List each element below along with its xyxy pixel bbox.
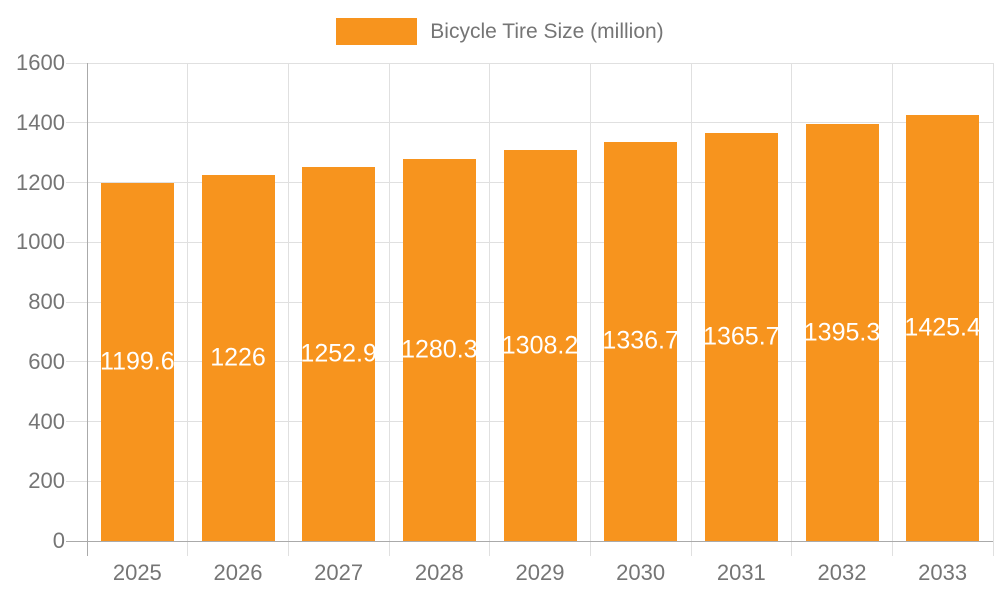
y-tick-label: 200 — [28, 468, 65, 494]
x-tick-label: 2031 — [716, 560, 766, 585]
bar-value-label: 1425.4 — [904, 313, 981, 342]
v-gridline — [690, 63, 692, 556]
legend-label: Bicycle Tire Size (million) — [430, 20, 664, 43]
bar[interactable] — [302, 166, 376, 541]
bar[interactable] — [100, 182, 174, 541]
v-gridline — [589, 63, 591, 556]
bar-value-label: 1252.9 — [300, 339, 377, 368]
bar[interactable] — [604, 141, 678, 541]
bar-value-label: 1199.6 — [100, 347, 175, 376]
h-gridline — [66, 122, 993, 124]
bar-value-label: 1226 — [210, 343, 266, 372]
x-tick-label: 2029 — [515, 560, 565, 585]
bar[interactable] — [201, 174, 275, 541]
legend-swatch — [336, 18, 418, 45]
bar[interactable] — [402, 158, 476, 541]
v-gridline — [489, 63, 491, 556]
x-tick-label: 2028 — [414, 560, 464, 585]
bar[interactable] — [805, 124, 879, 541]
y-tick-label: 400 — [28, 408, 65, 434]
h-gridline — [66, 62, 993, 64]
y-tick-label: 1600 — [16, 50, 65, 75]
x-axis-line — [66, 540, 993, 542]
bar-value-label: 1336.7 — [602, 326, 679, 355]
y-tick-label: 1000 — [16, 229, 65, 255]
bar-value-label: 1280.3 — [401, 335, 478, 364]
bar-value-label: 1365.7 — [703, 322, 780, 351]
v-gridline — [992, 63, 994, 556]
v-gridline — [791, 63, 793, 556]
x-tick-label: 2030 — [616, 560, 666, 585]
y-axis-line — [86, 63, 88, 556]
y-tick-label: 800 — [28, 289, 65, 314]
x-tick-label: 2032 — [817, 560, 867, 585]
y-tick-label: 0 — [52, 528, 65, 553]
x-tick-label: 2033 — [918, 560, 968, 585]
v-gridline — [388, 63, 390, 556]
y-tick-label: 1200 — [16, 169, 65, 195]
bar-value-label: 1395.3 — [803, 318, 881, 347]
bar[interactable] — [503, 150, 577, 541]
x-tick-label: 2026 — [213, 560, 263, 585]
x-tick-label: 2027 — [314, 560, 364, 585]
bar[interactable] — [704, 132, 778, 541]
legend: Bicycle Tire Size (million) — [0, 18, 1000, 45]
v-gridline — [287, 63, 289, 556]
v-gridline — [891, 63, 893, 556]
legend-item[interactable]: Bicycle Tire Size (million) — [336, 18, 664, 45]
x-tick-label: 2025 — [112, 560, 162, 585]
bar-value-label: 1308.2 — [501, 331, 579, 360]
bar[interactable] — [906, 115, 980, 541]
v-gridline — [187, 63, 189, 556]
y-tick-label: 1400 — [16, 109, 65, 135]
y-tick-label: 600 — [28, 348, 65, 374]
